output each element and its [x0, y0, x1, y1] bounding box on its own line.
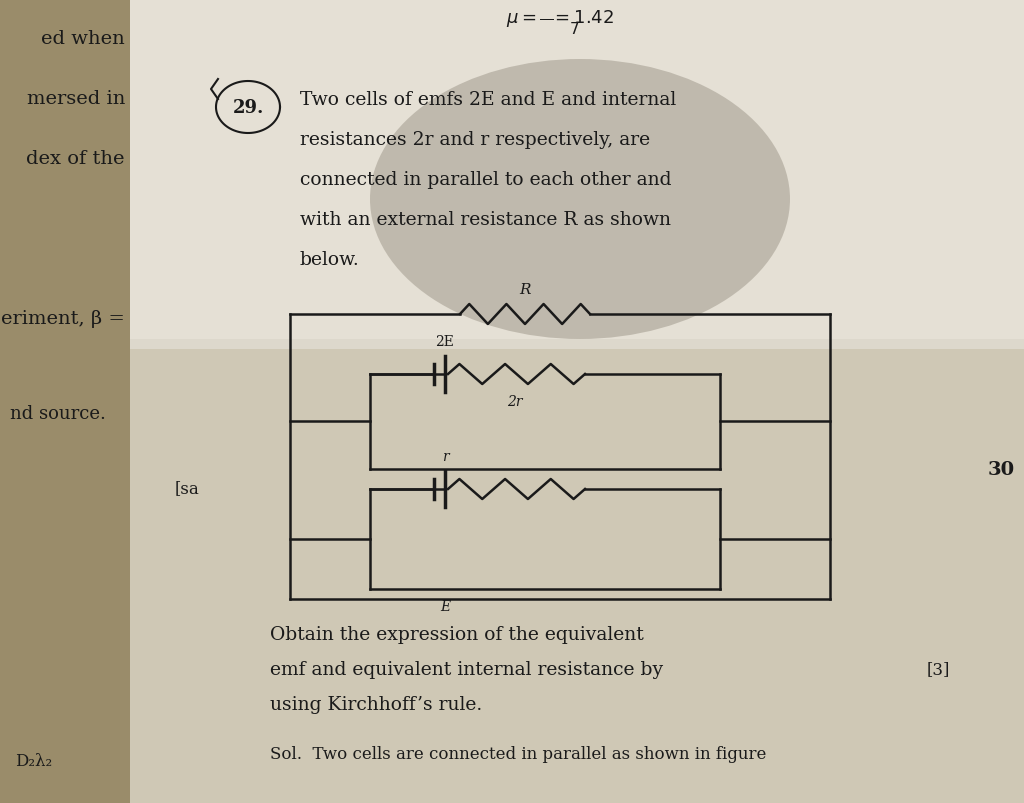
- Text: r: r: [441, 450, 449, 463]
- Text: nd source.: nd source.: [10, 405, 105, 422]
- Text: 2r: 2r: [507, 394, 522, 409]
- Text: E: E: [440, 599, 451, 613]
- Text: emf and equivalent internal resistance by: emf and equivalent internal resistance b…: [270, 660, 664, 679]
- Text: dex of the: dex of the: [27, 150, 125, 168]
- Text: below.: below.: [300, 251, 359, 269]
- Text: Two cells of emfs 2E and E and internal: Two cells of emfs 2E and E and internal: [300, 91, 676, 109]
- Bar: [0, 279, 1024, 803]
- Bar: [0, 0, 130, 803]
- Text: 7: 7: [570, 22, 580, 37]
- Text: Obtain the expression of the equivalent: Obtain the expression of the equivalent: [270, 626, 644, 643]
- Polygon shape: [130, 0, 1024, 349]
- Text: 2E: 2E: [435, 335, 455, 349]
- Text: $\mu = \overline{\ \ } = 1.42$: $\mu = \overline{\ \ } = 1.42$: [506, 8, 614, 29]
- Text: ed when: ed when: [41, 30, 125, 48]
- Text: Sol.  Two cells are connected in parallel as shown in figure: Sol. Two cells are connected in parallel…: [270, 745, 766, 763]
- Bar: [130, 0, 1024, 340]
- Text: eriment, β =: eriment, β =: [1, 310, 125, 328]
- Text: 29.: 29.: [232, 99, 264, 117]
- Bar: [130, 0, 1024, 803]
- Text: with an external resistance R as shown: with an external resistance R as shown: [300, 210, 671, 229]
- Text: [3]: [3]: [927, 661, 950, 678]
- Text: using Kirchhoff’s rule.: using Kirchhoff’s rule.: [270, 695, 482, 713]
- Text: 30: 30: [988, 460, 1015, 479]
- Text: [sa: [sa: [175, 479, 200, 496]
- Text: resistances 2r and r respectively, are: resistances 2r and r respectively, are: [300, 131, 650, 149]
- Text: connected in parallel to each other and: connected in parallel to each other and: [300, 171, 672, 189]
- Text: D₂λ₂: D₂λ₂: [15, 752, 52, 769]
- Bar: [130, 0, 1024, 803]
- Ellipse shape: [370, 60, 790, 340]
- Text: mersed in: mersed in: [27, 90, 125, 108]
- Text: R: R: [519, 283, 530, 296]
